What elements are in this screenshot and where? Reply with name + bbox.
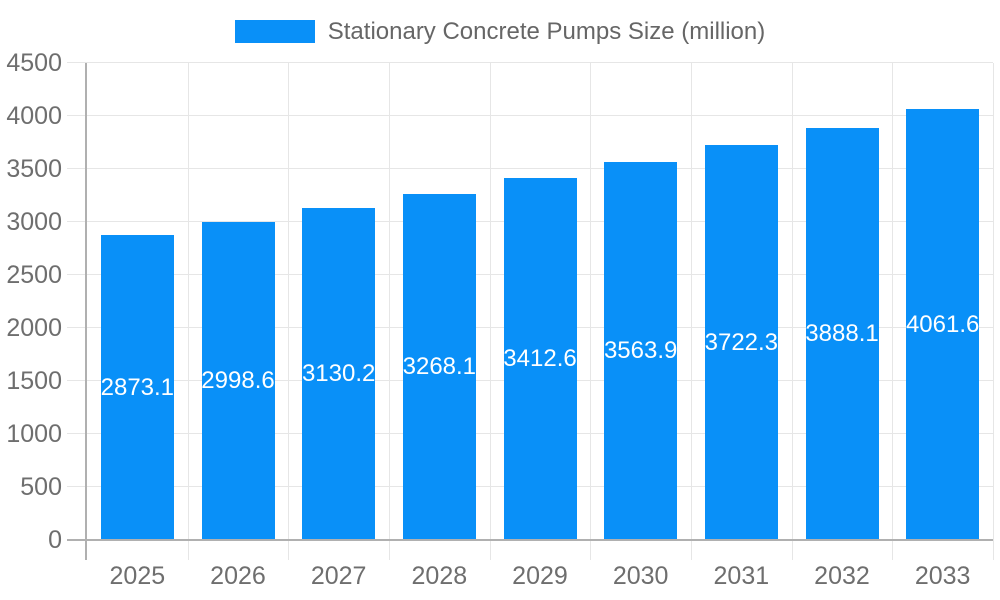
x-tick-label: 2031	[713, 562, 770, 590]
y-tick-label: 4500	[6, 49, 62, 77]
gridline-v	[791, 63, 793, 540]
x-tick-mark	[288, 540, 290, 560]
legend-label: Stationary Concrete Pumps Size (million)	[327, 18, 766, 45]
x-tick-mark	[892, 540, 894, 560]
bar[interactable]	[704, 145, 778, 539]
x-tick-label: 2026	[210, 562, 266, 590]
x-tick-label: 2027	[310, 562, 367, 590]
y-tick-mark	[67, 327, 87, 328]
x-tick-mark	[993, 540, 994, 560]
gridline-h	[87, 115, 993, 116]
y-tick-label: 1000	[6, 420, 62, 448]
gridline-v	[489, 63, 491, 540]
y-tick-label: 2500	[6, 261, 62, 289]
y-tick-label: 0	[48, 526, 62, 554]
y-tick-mark	[67, 115, 87, 116]
bar[interactable]	[402, 193, 476, 539]
gridline-v	[288, 63, 290, 540]
gridline-v	[993, 63, 994, 540]
y-tick-label: 3500	[6, 155, 62, 183]
x-tick-mark	[187, 540, 189, 560]
y-tick-label: 2000	[6, 314, 62, 342]
gridline-h	[87, 168, 993, 169]
gridline-v	[187, 63, 189, 540]
legend: Stationary Concrete Pumps Size (million)	[0, 19, 1000, 44]
y-tick-mark	[67, 62, 87, 63]
bar[interactable]	[100, 235, 174, 539]
gridline-h	[87, 62, 993, 63]
y-tick-label: 1500	[6, 367, 62, 395]
y-tick-label: 500	[20, 473, 62, 501]
gridline-v	[691, 63, 692, 540]
legend-item[interactable]: Stationary Concrete Pumps Size (million)	[234, 18, 766, 45]
x-tick-mark	[590, 540, 592, 560]
x-tick-label: 2028	[411, 562, 468, 590]
y-tick-mark	[67, 168, 87, 169]
x-tick-mark	[85, 540, 87, 560]
y-tick-label: 4000	[6, 102, 62, 130]
bar[interactable]	[302, 208, 376, 539]
gridline-v	[892, 63, 894, 540]
y-tick-mark	[67, 380, 87, 381]
y-tick-mark	[67, 274, 87, 275]
x-tick-label: 2025	[109, 562, 166, 590]
bar[interactable]	[805, 127, 879, 539]
x-axis-line	[85, 539, 993, 541]
legend-swatch-icon	[234, 20, 315, 43]
gridline-v	[590, 63, 592, 540]
y-tick-mark	[67, 486, 87, 487]
y-tick-label: 3000	[6, 208, 62, 236]
y-axis-line	[85, 63, 87, 540]
bar[interactable]	[201, 222, 275, 539]
y-tick-mark	[67, 221, 87, 222]
x-tick-mark	[791, 540, 793, 560]
x-tick-mark	[389, 540, 390, 560]
y-tick-mark	[67, 433, 87, 434]
x-tick-label: 2032	[814, 562, 870, 590]
x-tick-label: 2030	[612, 562, 669, 590]
x-tick-label: 2033	[914, 562, 971, 590]
x-tick-label: 2029	[512, 562, 568, 590]
gridline-v	[389, 63, 390, 540]
y-tick-mark	[67, 539, 87, 541]
bar[interactable]	[503, 178, 577, 539]
bar[interactable]	[906, 109, 980, 539]
x-tick-mark	[691, 540, 692, 560]
x-tick-mark	[489, 540, 491, 560]
bar[interactable]	[604, 162, 678, 539]
